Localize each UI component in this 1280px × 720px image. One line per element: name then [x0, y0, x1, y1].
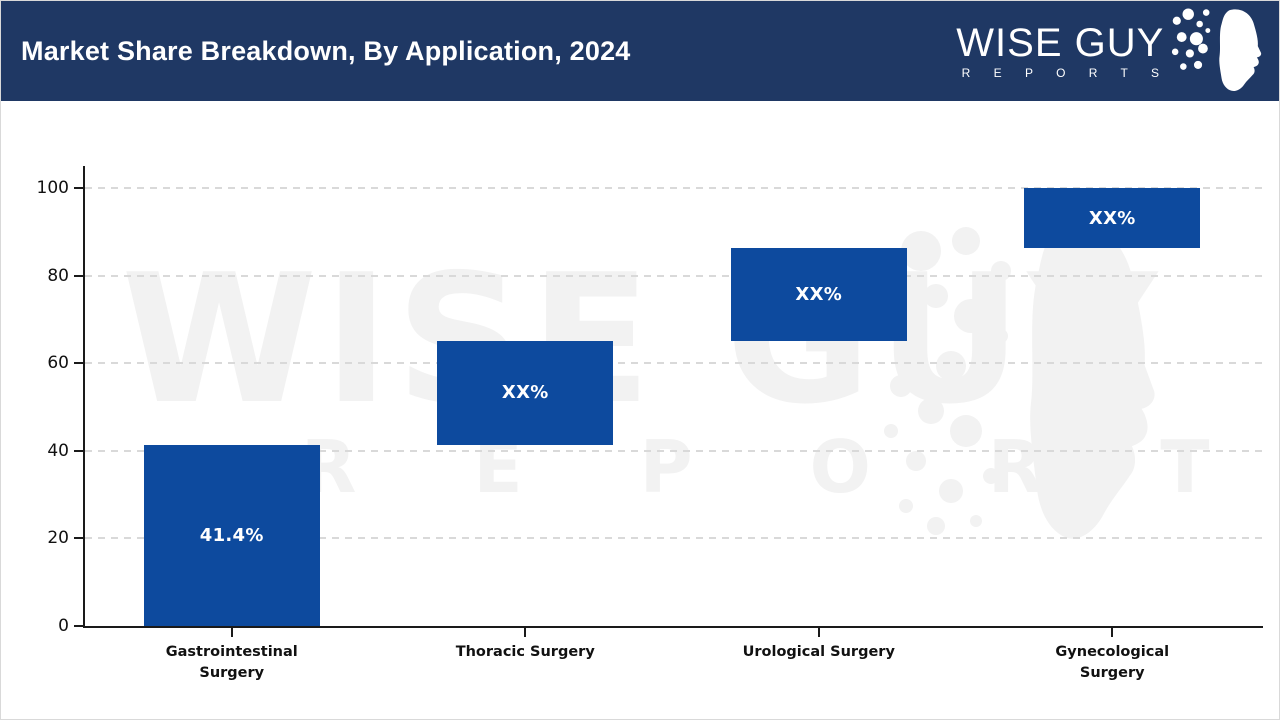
y-tickmark-40: [74, 449, 83, 452]
bar-1: XX%: [437, 341, 614, 445]
logo-subtext: R E P O R T S: [961, 65, 1169, 80]
wise-guy-reports-logo: WISE GUY R E P O R T S: [952, 6, 1265, 96]
y-tickmark-100: [74, 187, 83, 189]
bar-value-label: XX%: [795, 284, 843, 306]
header: Market Share Breakdown, By Application, …: [1, 1, 1279, 101]
logo-wordmark: WISE GUY: [956, 20, 1165, 65]
y-tickmark-20: [74, 537, 83, 540]
bar-2: XX%: [730, 248, 907, 342]
page-title: Market Share Breakdown, By Application, …: [21, 35, 631, 66]
y-tick-label-40: 40: [47, 440, 69, 461]
y-tick-label-100: 100: [36, 178, 69, 198]
watermark-head-icon: [884, 222, 1155, 539]
y-tick-label-80: 80: [47, 265, 69, 286]
y-tickmark-0: [74, 625, 83, 627]
gridline-60: [85, 362, 1263, 365]
x-tickmark-2: [817, 628, 820, 637]
y-tick-label-0: 0: [58, 616, 69, 636]
x-tickmark-1: [524, 628, 527, 637]
y-tickmark-60: [74, 362, 83, 365]
bar-3: XX%: [1024, 188, 1201, 248]
chart-area: WISE GUY R E P O R T S 02040608010041.4%…: [1, 101, 1279, 719]
y-tick-label-60: 60: [47, 353, 69, 374]
bar-value-label: XX%: [1088, 207, 1136, 229]
x-tickmark-0: [230, 628, 233, 637]
x-tickmark-3: [1111, 628, 1114, 637]
y-tickmark-80: [74, 274, 83, 277]
category-label: Urological Surgery: [742, 644, 895, 660]
gridline-20: [85, 537, 1263, 540]
watermark-wordmark: WISE GUY: [121, 236, 1163, 443]
bar-value-label: XX%: [501, 382, 549, 404]
category-label: Gastrointestinal Surgery: [165, 644, 298, 682]
category-label: Gynecological Surgery: [1055, 644, 1170, 682]
gridline-80: [85, 274, 1263, 277]
category-label: Thoracic Surgery: [455, 644, 595, 660]
x-axis-spine: [83, 626, 1263, 628]
bar-0: 41.4%: [143, 444, 320, 626]
y-tick-label-20: 20: [47, 528, 69, 549]
bar-value-label: 41.4%: [199, 524, 264, 546]
y-axis-spine: [83, 166, 85, 628]
gridline-40: [85, 449, 1263, 452]
logo-head-icon: [1171, 8, 1262, 92]
gridline-100: [85, 187, 1263, 189]
